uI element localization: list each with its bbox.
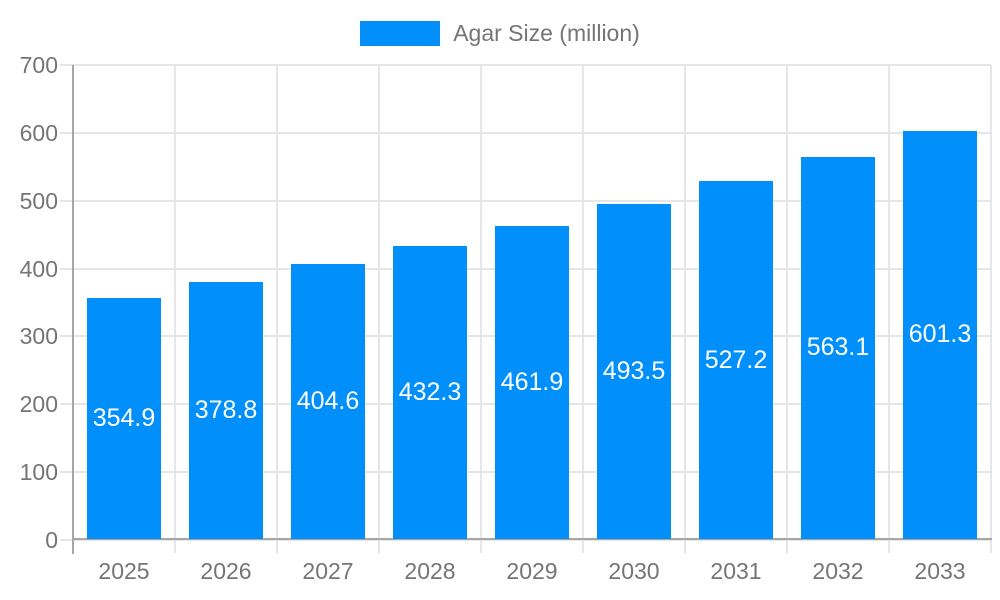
x-tick-label-2026: 2026 <box>200 558 252 584</box>
gridline-x-5 <box>582 65 584 553</box>
x-tick-label-2025: 2025 <box>98 558 150 584</box>
bar-value-label: 527.2 <box>704 345 768 374</box>
bar-value-label: 461.9 <box>500 367 564 396</box>
plot-area: 354.9 378.8 404.6 432.3 461.9 493.5 527.2 563.1… <box>60 64 992 554</box>
gridline-x-3 <box>378 65 380 553</box>
bar-value-label: 563.1 <box>806 333 870 362</box>
bar-value-label: 432.3 <box>398 377 462 406</box>
y-axis-line <box>72 65 74 554</box>
x-tick-label-2027: 2027 <box>302 558 354 584</box>
gridline-x-7 <box>786 65 788 553</box>
bar-2027[interactable]: 404.6 <box>291 264 365 539</box>
gridline-x-4 <box>480 65 482 553</box>
x-tick-label-2029: 2029 <box>506 558 558 584</box>
legend-label: Agar Size (million) <box>453 20 640 46</box>
chart-legend[interactable]: Agar Size (million) <box>0 20 1000 47</box>
bar-2028[interactable]: 432.3 <box>393 245 467 539</box>
bar-value-label: 601.3 <box>908 320 972 349</box>
x-axis-line <box>72 538 992 540</box>
x-tick-label-2030: 2030 <box>608 558 660 584</box>
bar-value-label: 404.6 <box>296 387 360 416</box>
bar-2033[interactable]: 601.3 <box>903 130 977 539</box>
x-tick-label-2033: 2033 <box>914 558 966 584</box>
bar-2026[interactable]: 378.8 <box>189 281 263 539</box>
y-tick-label-700: 700 <box>19 52 58 78</box>
gridline-x-6 <box>684 65 686 553</box>
bar-2030[interactable]: 493.5 <box>597 204 671 539</box>
bar-2029[interactable]: 461.9 <box>495 225 569 539</box>
gridline-y-500 <box>60 199 991 202</box>
bar-value-label: 493.5 <box>602 357 666 386</box>
gridline-x-2 <box>276 65 278 553</box>
gridline-y-700 <box>60 64 991 66</box>
x-axis-labels: 2025 2026 2027 2028 2029 2030 2031 2032 2033 <box>73 558 991 588</box>
y-tick-label-300: 300 <box>19 323 58 350</box>
y-tick-label-500: 500 <box>19 187 58 214</box>
x-tick-label-2032: 2032 <box>812 558 864 584</box>
bar-2031[interactable]: 527.2 <box>699 181 773 539</box>
y-tick-label-0: 0 <box>45 527 58 553</box>
y-tick-label-600: 600 <box>19 119 58 146</box>
gridline-y-0 <box>60 539 991 541</box>
gridline-x-8 <box>888 65 890 553</box>
y-axis-labels: 0 100 200 300 400 500 600 700 <box>0 53 58 552</box>
bar-2032[interactable]: 563.1 <box>801 156 875 539</box>
x-tick-label-2031: 2031 <box>710 558 762 584</box>
y-tick-label-200: 200 <box>19 391 58 418</box>
bar-2025[interactable]: 354.9 <box>87 298 161 539</box>
y-tick-label-400: 400 <box>19 255 58 282</box>
bar-value-label: 378.8 <box>194 395 258 424</box>
legend-swatch-icon <box>360 21 441 46</box>
y-tick-label-100: 100 <box>19 459 58 486</box>
bar-value-label: 354.9 <box>92 404 156 433</box>
gridline-x-9 <box>990 65 992 553</box>
gridline-y-600 <box>60 131 991 134</box>
gridline-x-1 <box>174 65 176 553</box>
x-tick-label-2028: 2028 <box>404 558 456 584</box>
